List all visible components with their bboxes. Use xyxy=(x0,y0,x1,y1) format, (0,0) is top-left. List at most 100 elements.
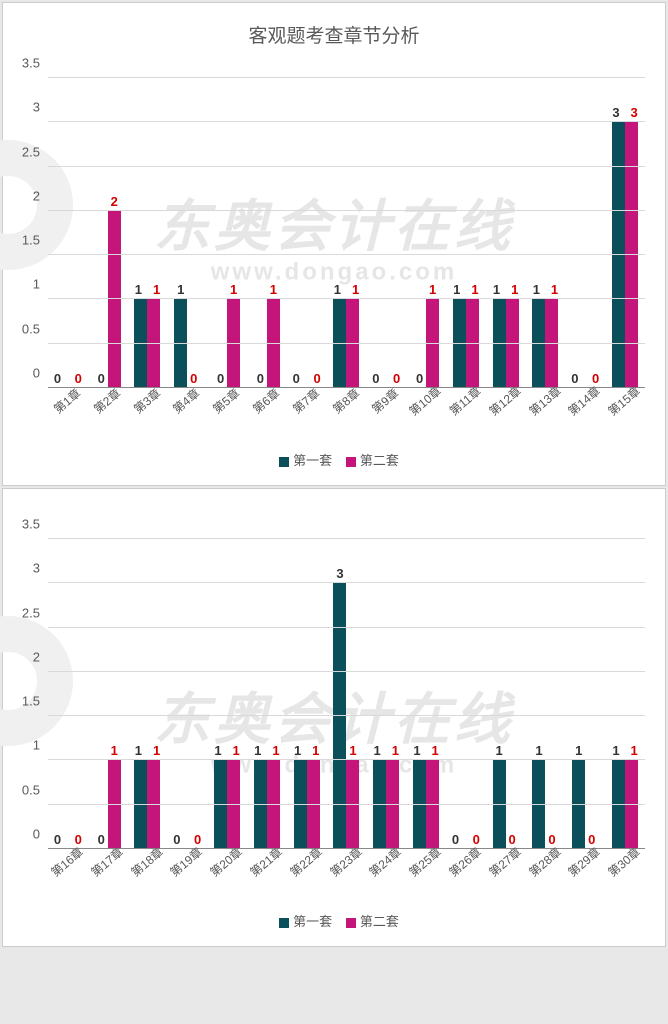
bar-group: 11 xyxy=(327,78,367,388)
bar-series1: 1 xyxy=(373,760,386,849)
bar-group: 02 xyxy=(88,78,128,388)
legend-1: 第一套 第二套 xyxy=(3,442,665,485)
bar-series1: 1 xyxy=(493,760,506,849)
bar-value-s1: 1 xyxy=(294,743,301,760)
bar-value-s1: 1 xyxy=(453,282,460,299)
bar-value-s2: 1 xyxy=(111,743,118,760)
bar-series2: 1 xyxy=(108,760,121,849)
legend-label-s2: 第二套 xyxy=(360,914,399,929)
legend-label-s1: 第一套 xyxy=(293,914,332,929)
bar-group: 11 xyxy=(128,539,168,849)
bar-value-s1: 0 xyxy=(98,371,105,388)
bar-group: 10 xyxy=(167,78,207,388)
bar-value-s1: 1 xyxy=(334,282,341,299)
bar-group: 11 xyxy=(486,78,526,388)
bar-group: 11 xyxy=(247,539,287,849)
bar-value-s2: 3 xyxy=(631,105,638,122)
x-labels-1: 第1章第2章第3章第4章第5章第6章第7章第8章第9章第10章第11章第12章第… xyxy=(48,392,645,442)
bar-value-s2: 1 xyxy=(352,282,359,299)
legend-swatch-s1 xyxy=(279,918,289,928)
bar-value-s1: 1 xyxy=(575,743,582,760)
bar-value-s2: 1 xyxy=(349,743,356,760)
y-tick-label: 1 xyxy=(33,277,48,292)
bar-value-s1: 0 xyxy=(54,371,61,388)
bar-series1: 1 xyxy=(532,299,545,388)
bar-group: 00 xyxy=(287,78,327,388)
y-tick-label: 3 xyxy=(33,561,48,576)
plot-area-1: 000211100101001100011111110033 00.511.52… xyxy=(48,78,645,388)
bar-series2: 1 xyxy=(346,760,359,849)
bar-series2: 1 xyxy=(426,760,439,849)
bar-group: 00 xyxy=(167,539,207,849)
gridline xyxy=(48,538,645,539)
bar-value-s1: 0 xyxy=(372,371,379,388)
bar-value-s1: 0 xyxy=(257,371,264,388)
bar-group: 01 xyxy=(207,78,247,388)
bar-series1: 1 xyxy=(532,760,545,849)
bar-value-s1: 0 xyxy=(452,832,459,849)
gridline xyxy=(48,759,645,760)
bar-group: 10 xyxy=(526,539,566,849)
bar-value-s2: 1 xyxy=(272,743,279,760)
bar-group: 33 xyxy=(605,78,645,388)
bar-value-s1: 1 xyxy=(135,282,142,299)
bar-series2: 1 xyxy=(545,299,558,388)
chart-panel-2: 东奥会计在线 www.dongao.com 000111001111113111… xyxy=(2,488,666,947)
gridline xyxy=(48,298,645,299)
chart-panel-1: 客观题考查章节分析 东奥会计在线 www.dongao.com 00021110… xyxy=(2,2,666,486)
bar-value-s1: 3 xyxy=(612,105,619,122)
bar-group: 01 xyxy=(88,539,128,849)
y-tick-label: 0.5 xyxy=(22,782,48,797)
bar-group: 00 xyxy=(366,78,406,388)
y-tick-label: 1 xyxy=(33,738,48,753)
bar-series2: 1 xyxy=(227,299,240,388)
bar-series2: 1 xyxy=(386,760,399,849)
bar-value-s2: 1 xyxy=(432,743,439,760)
gridline xyxy=(48,804,645,805)
bar-group: 01 xyxy=(247,78,287,388)
bar-group: 11 xyxy=(446,78,486,388)
bar-series2: 1 xyxy=(625,760,638,849)
bar-group: 11 xyxy=(207,539,247,849)
x-tick-label: 第15章 xyxy=(603,382,666,446)
legend-2: 第一套 第二套 xyxy=(3,903,665,946)
bar-group: 00 xyxy=(48,78,88,388)
bar-series2: 1 xyxy=(506,299,519,388)
bar-series1: 1 xyxy=(333,299,346,388)
y-tick-label: 1.5 xyxy=(22,233,48,248)
bar-value-s1: 1 xyxy=(413,743,420,760)
bar-value-s1: 1 xyxy=(374,743,381,760)
x-tick-label: 第30章 xyxy=(603,843,666,907)
bar-series1: 1 xyxy=(254,760,267,849)
bar-group: 00 xyxy=(48,539,88,849)
bar-value-s1: 0 xyxy=(98,832,105,849)
bar-group: 10 xyxy=(486,539,526,849)
gridline xyxy=(48,343,645,344)
bar-series1: 1 xyxy=(413,760,426,849)
bar-series1: 1 xyxy=(174,299,187,388)
bar-series2: 1 xyxy=(307,760,320,849)
bar-value-s1: 0 xyxy=(54,832,61,849)
bar-series2: 1 xyxy=(346,299,359,388)
gridline xyxy=(48,254,645,255)
bar-series2: 1 xyxy=(147,299,160,388)
bar-value-s2: 1 xyxy=(392,743,399,760)
bar-series2: 1 xyxy=(227,760,240,849)
y-tick-label: 3.5 xyxy=(22,56,48,71)
bar-group: 31 xyxy=(327,539,367,849)
gridline xyxy=(48,582,645,583)
bar-series2: 1 xyxy=(147,760,160,849)
bar-value-s2: 1 xyxy=(233,743,240,760)
bar-value-s2: 1 xyxy=(429,282,436,299)
legend-label-s1: 第一套 xyxy=(293,453,332,468)
bar-value-s1: 1 xyxy=(612,743,619,760)
bar-series1: 1 xyxy=(214,760,227,849)
y-tick-label: 2.5 xyxy=(22,605,48,620)
y-tick-label: 0 xyxy=(33,366,48,381)
bar-value-s1: 1 xyxy=(214,743,221,760)
bar-value-s2: 1 xyxy=(471,282,478,299)
bar-group: 11 xyxy=(128,78,168,388)
bar-value-s1: 0 xyxy=(173,832,180,849)
bar-series1: 1 xyxy=(493,299,506,388)
bar-group: 00 xyxy=(565,78,605,388)
